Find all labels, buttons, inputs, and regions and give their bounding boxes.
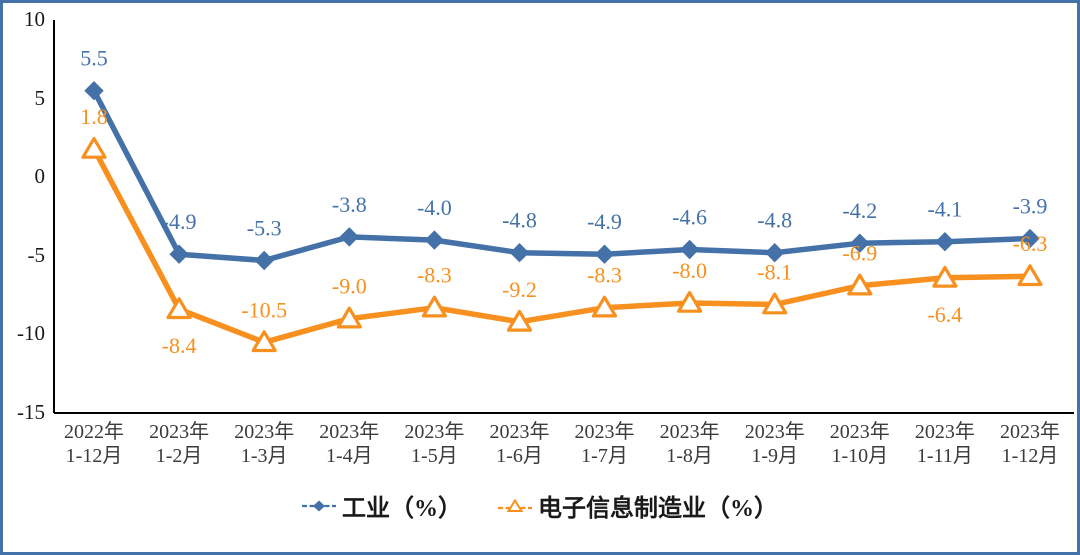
svg-text:-8.3: -8.3	[587, 263, 622, 288]
svg-text:-4.1: -4.1	[927, 197, 962, 222]
svg-text:-4.8: -4.8	[502, 208, 537, 233]
svg-text:-4.8: -4.8	[757, 208, 792, 233]
svg-text:-5.3: -5.3	[247, 216, 282, 241]
svg-text:-8.1: -8.1	[757, 260, 792, 285]
svg-text:-3.8: -3.8	[332, 192, 367, 217]
svg-text:-4.9: -4.9	[162, 209, 197, 234]
svg-text:-8.4: -8.4	[162, 333, 197, 358]
svg-text:-10.5: -10.5	[241, 297, 287, 322]
svg-text:1.8: 1.8	[80, 104, 108, 129]
svg-text:-4.9: -4.9	[587, 209, 622, 234]
svg-text:-8.3: -8.3	[417, 263, 452, 288]
svg-text:5.5: 5.5	[80, 46, 108, 71]
svg-text:-8.0: -8.0	[672, 258, 707, 283]
svg-text:-9.2: -9.2	[502, 277, 537, 302]
svg-text:-6.3: -6.3	[1013, 231, 1048, 256]
svg-text:-4.6: -4.6	[672, 205, 707, 230]
svg-text:-3.9: -3.9	[1013, 194, 1048, 219]
svg-text:-4.2: -4.2	[842, 198, 877, 223]
svg-text:-9.0: -9.0	[332, 274, 367, 299]
svg-text:-4.0: -4.0	[417, 195, 452, 220]
svg-text:-6.9: -6.9	[842, 241, 877, 266]
svg-text:-6.4: -6.4	[927, 302, 962, 327]
